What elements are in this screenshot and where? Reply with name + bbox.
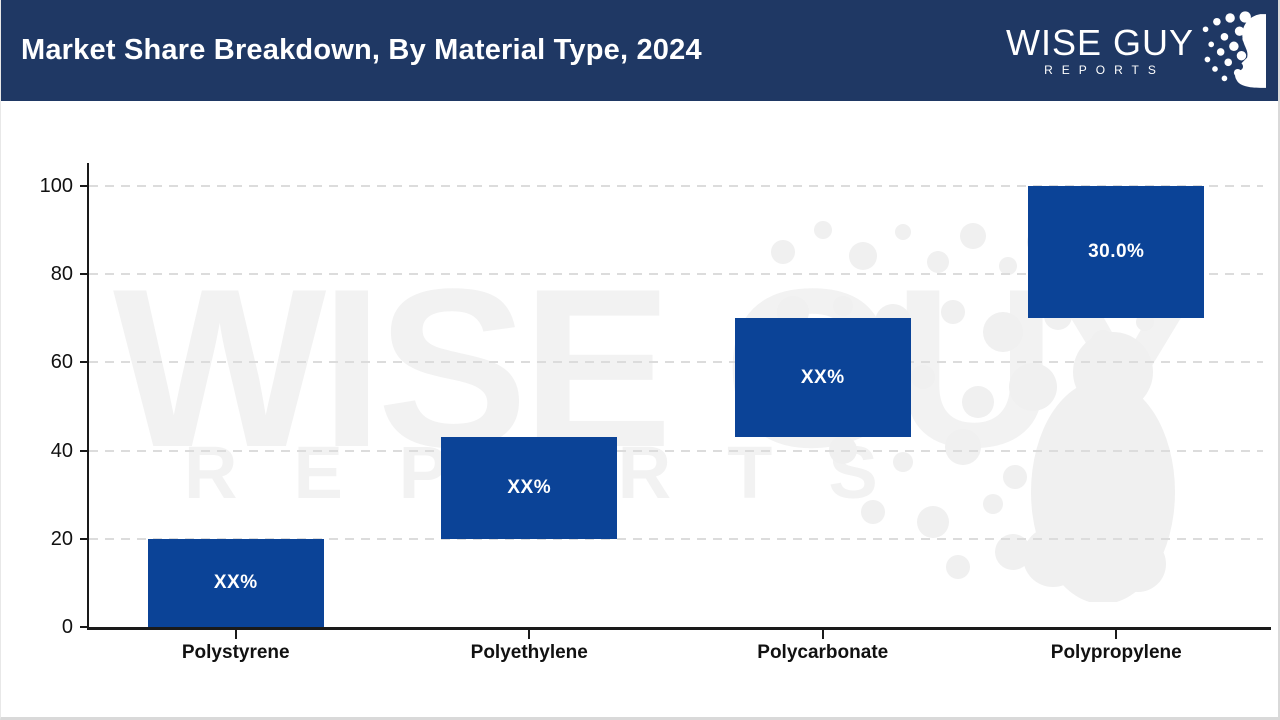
x-tick-mark [528, 630, 531, 639]
bar-polystyrene: XX% [147, 538, 324, 627]
y-tick-mark [80, 273, 88, 276]
gridline [89, 273, 1263, 276]
gridline [89, 185, 1263, 187]
header-bar: Market Share Breakdown, By Material Type… [1, 0, 1278, 101]
y-axis [87, 163, 89, 630]
bar-polycarbonate: XX% [734, 318, 911, 438]
y-tick-label: 60 [50, 351, 73, 374]
category-label: Polyethylene [470, 642, 588, 663]
bar-value-label: 30.0% [1088, 241, 1145, 263]
gridline [89, 449, 1263, 452]
logo-reports-label: REPORTS [1044, 62, 1165, 77]
bar-value-label: XX% [213, 571, 258, 593]
bar-polypropylene: 30.0% [1028, 186, 1205, 319]
y-tick-mark [80, 361, 88, 364]
bar-value-label: XX% [507, 477, 552, 499]
x-tick-mark [234, 630, 237, 639]
y-tick-label: 40 [50, 439, 73, 462]
wiseguy-logo-text: WISE GUY REPORTS [1006, 24, 1194, 77]
gridline [89, 537, 1263, 540]
y-tick-label: 80 [50, 263, 73, 286]
x-tick-mark [821, 630, 824, 639]
x-tick-mark [1115, 630, 1118, 639]
bar-polyethylene: XX% [441, 437, 618, 539]
x-axis [87, 627, 1271, 630]
logo-wiseguy-label: WISE GUY [1005, 22, 1194, 64]
y-tick-label: 0 [61, 616, 73, 638]
y-tick-label: 20 [50, 527, 73, 550]
wiseguy-logo: WISE GUY REPORTS [1006, 8, 1266, 94]
wiseguy-logo-face-icon [1202, 10, 1266, 88]
y-tick-label: 100 [39, 175, 73, 197]
bar-value-label: XX% [800, 366, 845, 388]
category-label: Polypropylene [1050, 642, 1182, 663]
category-label: Polycarbonate [757, 642, 889, 663]
category-label: Polystyrene [181, 642, 290, 663]
y-tick-mark [80, 185, 88, 187]
gridline [89, 361, 1263, 364]
page-title: Market Share Breakdown, By Material Type… [21, 34, 702, 66]
y-tick-mark [80, 449, 88, 452]
y-tick-mark [80, 626, 88, 628]
y-tick-mark [80, 537, 88, 540]
